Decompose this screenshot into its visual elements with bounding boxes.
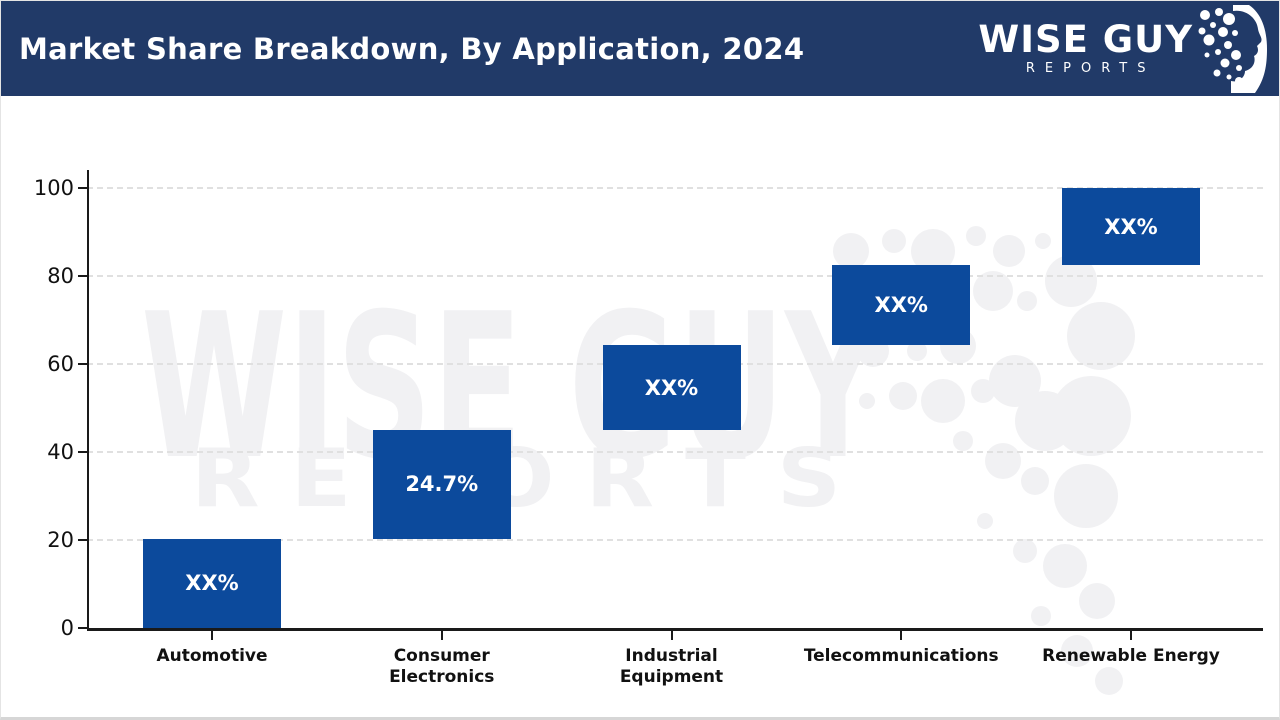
bar-value-label: XX% [1104,214,1158,239]
y-axis-tick [78,627,87,629]
x-axis-tick [670,631,673,640]
bar-value-label: XX% [644,375,699,400]
x-axis-tick [1130,631,1132,640]
y-axis-tick [78,363,87,365]
bar-consumer-electronics: 24.7% [372,430,511,539]
x-axis-tick [211,631,213,640]
brand-wordmark: WISE GUY REPORTS [978,21,1193,76]
brand-name: WISE GUY [978,18,1193,61]
y-tick-label: 0 [60,616,74,640]
bar-value-label: XX% [874,292,928,317]
bar-value-label: 24.7% [405,472,479,497]
gridline [87,451,1263,453]
x-category-label: Automotive [156,646,268,666]
y-tick-label: 100 [33,176,74,200]
gridline [87,187,1263,189]
brand-subtitle: REPORTS [1025,61,1156,76]
x-axis [87,628,1263,631]
x-category-label: Consumer Electronics [389,646,495,687]
brand-logo: WISE GUY REPORTS [978,4,1267,93]
y-tick-label: 40 [47,440,74,464]
y-tick-label: 80 [47,264,74,288]
x-axis-tick [440,631,443,640]
brand-head-icon [1198,4,1267,93]
gridline [87,539,1263,541]
y-axis-tick [78,539,87,541]
chart-area: WISE GUY R E P O R T S [1,96,1279,717]
y-axis-tick [78,451,87,453]
page-title: Market Share Breakdown, By Application, … [19,31,805,66]
x-category-label: Renewable Energy [1042,646,1220,666]
bar-renewable-energy: XX% [1062,188,1200,265]
x-category-label: Industrial Equipment [619,646,724,687]
x-category-label: Telecommunications [803,646,999,666]
watermark-line1: WISE GUY [141,271,882,504]
bar-industrial-equipment: XX% [602,345,741,430]
gridline [87,275,1263,277]
y-axis-tick [78,275,87,277]
y-axis [87,170,89,628]
watermark-line2: R E P O R T S [191,432,841,525]
bar-value-label: XX% [185,571,239,596]
y-tick-label: 60 [47,352,74,376]
x-axis-tick [900,631,903,640]
bar-telecommunications: XX% [832,265,971,345]
y-axis-tick [78,187,87,189]
y-tick-label: 20 [47,528,74,552]
header-bar: Market Share Breakdown, By Application, … [1,1,1279,96]
bar-automotive: XX% [143,538,281,628]
